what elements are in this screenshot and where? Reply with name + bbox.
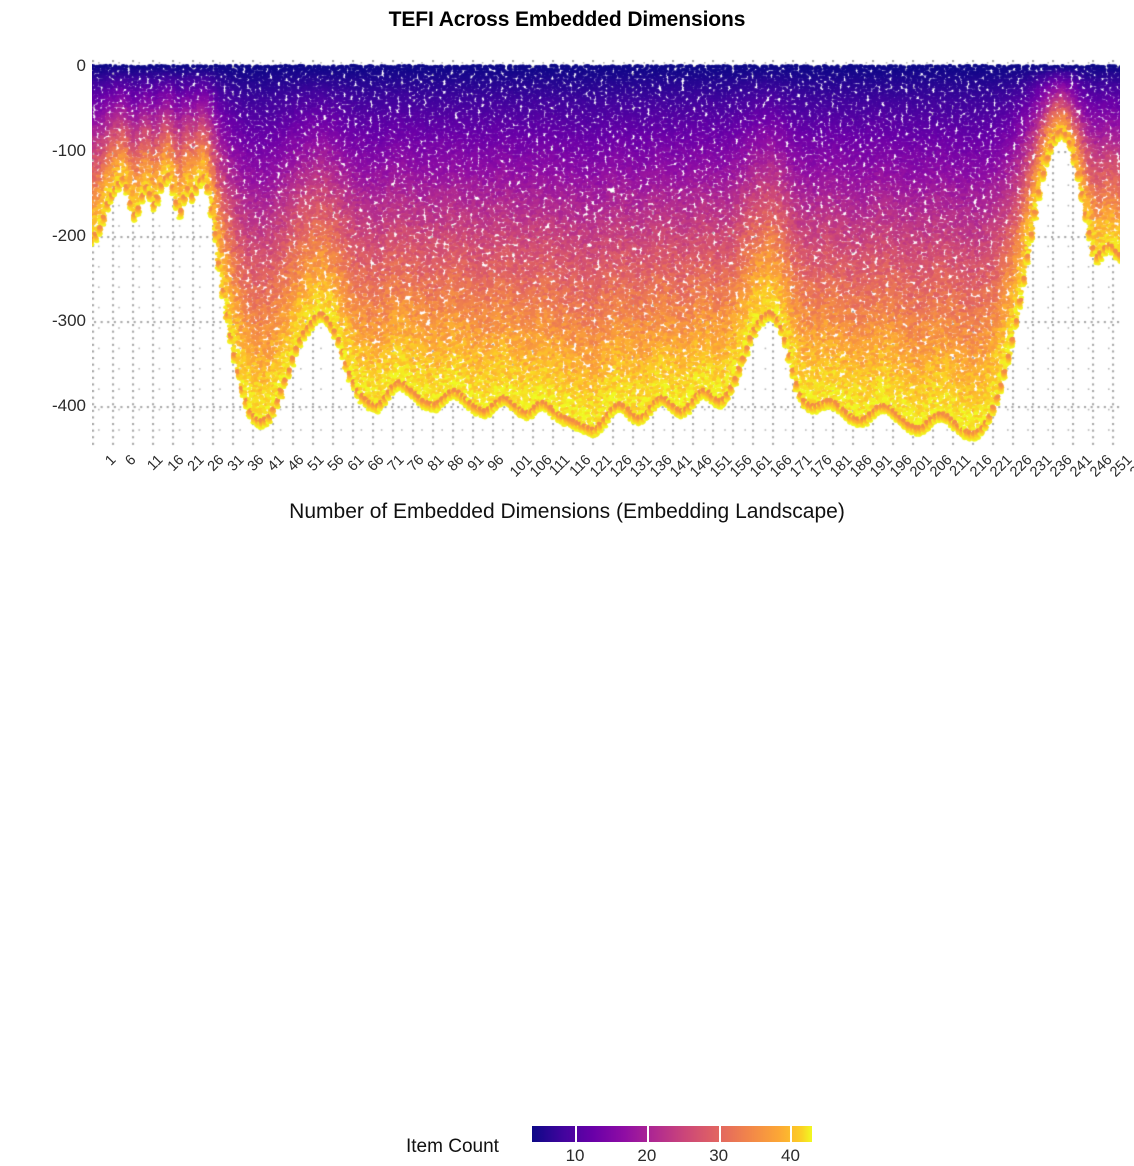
legend-tick-separator	[575, 1126, 578, 1142]
x-axis-title: Number of Embedded Dimensions (Embedding…	[289, 500, 845, 523]
legend-gradient	[532, 1126, 812, 1142]
y-tick-label: -400	[51, 395, 86, 415]
x-tick-label: 1	[102, 452, 120, 470]
x-tick-label: 6	[122, 452, 140, 470]
y-axis-tick-labels: 0 -100 -200 -300 -400	[0, 56, 86, 448]
legend-colorbar: 10 20 30 40	[532, 1126, 812, 1165]
legend-tick-separator	[646, 1126, 649, 1142]
y-tick-label: -300	[51, 310, 86, 330]
legend-tick-label: 10	[565, 1146, 585, 1165]
legend-title: Item Count	[406, 1136, 499, 1157]
x-axis-tick-labels: 1 6 11 16 21 26 31 36 41 46 51 56 61 66 71 76 81 86 91 96 10…	[92, 450, 1134, 498]
y-tick-label: -200	[51, 226, 86, 246]
legend-tick-label: 40	[780, 1146, 800, 1165]
legend-tick-label: 20	[637, 1146, 657, 1165]
y-tick-label: -100	[51, 141, 86, 161]
scatter-points	[92, 58, 1120, 448]
chart-title: TEFI Across Embedded Dimensions	[388, 8, 746, 31]
x-tick-label: 96	[484, 452, 508, 475]
legend-tick-separator	[718, 1126, 721, 1142]
chart-root: TEFI Across Embedded Dimensions TEFI 0-1…	[0, 8, 1134, 1165]
legend: Item Count 10 20 30 40	[0, 560, 1134, 1165]
legend-tick-separator	[790, 1126, 793, 1142]
x-tick-label: 11	[144, 452, 167, 474]
y-tick-label: 0	[76, 56, 86, 76]
legend-tick-label: 30	[709, 1146, 729, 1165]
plot-area	[92, 58, 1120, 448]
